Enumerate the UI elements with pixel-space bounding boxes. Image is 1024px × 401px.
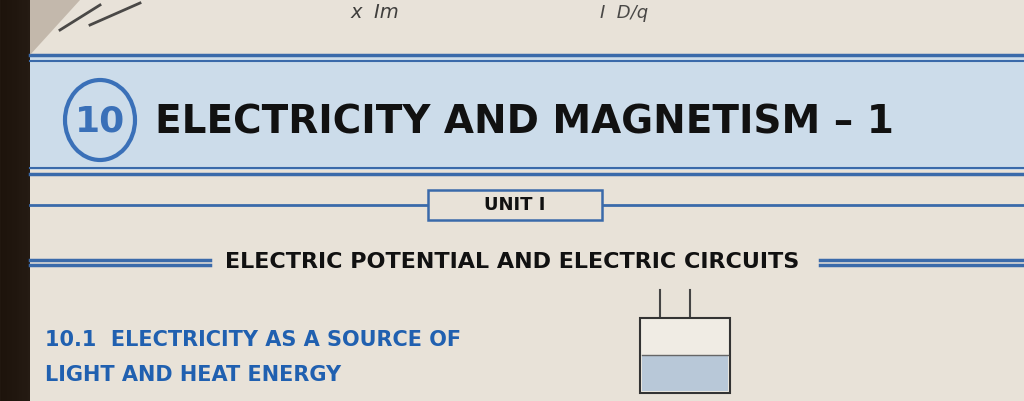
FancyBboxPatch shape <box>12 0 14 401</box>
FancyBboxPatch shape <box>0 0 30 401</box>
Text: UNIT I: UNIT I <box>484 196 546 214</box>
FancyBboxPatch shape <box>1 0 3 401</box>
Text: 10.1  ELECTRICITY AS A SOURCE OF: 10.1 ELECTRICITY AS A SOURCE OF <box>45 330 461 350</box>
FancyBboxPatch shape <box>35 0 37 401</box>
FancyBboxPatch shape <box>30 0 1024 401</box>
FancyBboxPatch shape <box>18 0 20 401</box>
FancyBboxPatch shape <box>5 0 7 401</box>
Text: ELECTRICITY AND MAGNETISM – 1: ELECTRICITY AND MAGNETISM – 1 <box>155 103 894 141</box>
Text: I  D/q: I D/q <box>600 4 648 22</box>
FancyBboxPatch shape <box>0 0 2 401</box>
FancyBboxPatch shape <box>23 0 25 401</box>
FancyBboxPatch shape <box>428 190 602 220</box>
FancyBboxPatch shape <box>27 0 29 401</box>
FancyBboxPatch shape <box>34 0 36 401</box>
FancyBboxPatch shape <box>36 0 38 401</box>
Text: x  Im: x Im <box>350 3 398 22</box>
FancyBboxPatch shape <box>642 355 728 391</box>
FancyBboxPatch shape <box>11 0 13 401</box>
FancyBboxPatch shape <box>8 0 10 401</box>
FancyBboxPatch shape <box>22 0 24 401</box>
FancyBboxPatch shape <box>33 0 35 401</box>
Polygon shape <box>30 0 80 55</box>
FancyBboxPatch shape <box>30 55 1024 170</box>
FancyBboxPatch shape <box>22 0 23 401</box>
Text: ELECTRIC POTENTIAL AND ELECTRIC CIRCUITS: ELECTRIC POTENTIAL AND ELECTRIC CIRCUITS <box>225 252 799 272</box>
FancyBboxPatch shape <box>6 0 8 401</box>
FancyBboxPatch shape <box>3 0 5 401</box>
FancyBboxPatch shape <box>32 0 34 401</box>
Text: 10: 10 <box>75 105 125 139</box>
FancyBboxPatch shape <box>26 0 28 401</box>
FancyBboxPatch shape <box>31 0 33 401</box>
Text: LIGHT AND HEAT ENERGY: LIGHT AND HEAT ENERGY <box>45 365 341 385</box>
FancyBboxPatch shape <box>9 0 11 401</box>
FancyBboxPatch shape <box>2 0 4 401</box>
FancyBboxPatch shape <box>10 0 12 401</box>
FancyBboxPatch shape <box>4 0 6 401</box>
FancyBboxPatch shape <box>25 0 27 401</box>
FancyBboxPatch shape <box>29 0 31 401</box>
FancyBboxPatch shape <box>13 0 15 401</box>
FancyBboxPatch shape <box>20 0 22 401</box>
FancyBboxPatch shape <box>7 0 9 401</box>
FancyBboxPatch shape <box>24 0 26 401</box>
FancyBboxPatch shape <box>640 318 730 393</box>
FancyBboxPatch shape <box>17 0 19 401</box>
FancyBboxPatch shape <box>28 0 30 401</box>
FancyBboxPatch shape <box>14 0 16 401</box>
FancyBboxPatch shape <box>30 0 32 401</box>
FancyBboxPatch shape <box>16 0 18 401</box>
FancyBboxPatch shape <box>15 0 17 401</box>
FancyBboxPatch shape <box>19 0 22 401</box>
